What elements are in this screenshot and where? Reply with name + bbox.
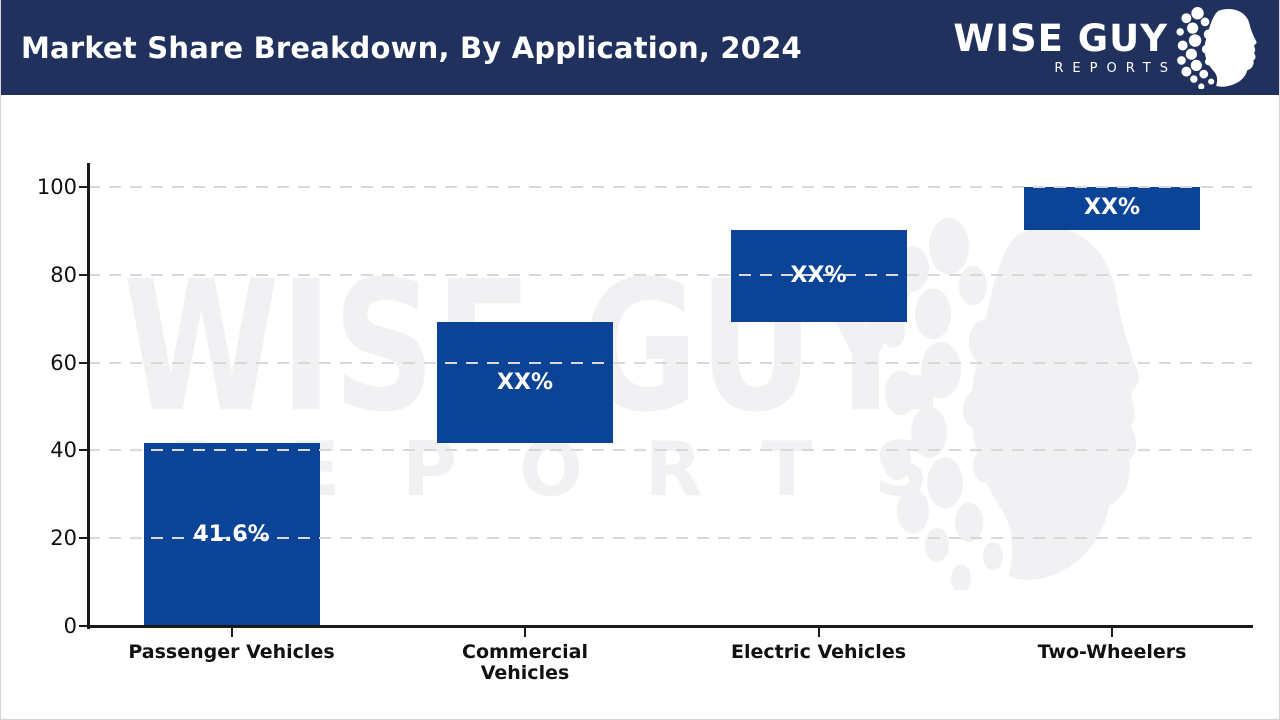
wiseguy-logo-text: WISE GUY REPORTS: [953, 20, 1168, 75]
x-tick-3: [1111, 628, 1113, 637]
y-tick-label-0: 0: [63, 614, 77, 638]
y-tick-80: [79, 273, 88, 276]
gridline-80: [88, 273, 1252, 276]
wiseguy-face-icon: [1174, 7, 1267, 89]
x-tick-2: [817, 628, 820, 637]
gridline-60: [88, 361, 1252, 364]
bar-label-1: XX%: [497, 369, 553, 395]
gridline-40: [88, 449, 1252, 452]
y-tick-20: [79, 537, 88, 540]
y-tick-0: [79, 625, 88, 627]
x-category-label-1: Commercial Vehicles: [462, 641, 588, 684]
report-header: Market Share Breakdown, By Application, …: [1, 0, 1279, 95]
y-tick-60: [79, 361, 88, 364]
y-tick-label-20: 20: [50, 526, 77, 551]
bar-label-0: 41.6%: [193, 521, 270, 547]
x-tick-0: [230, 628, 233, 637]
wiseguy-logo: WISE GUY REPORTS: [953, 7, 1267, 89]
x-category-label-3: Two-Wheelers: [1037, 641, 1187, 663]
y-tick-label-40: 40: [50, 438, 77, 463]
y-tick-label-100: 100: [36, 175, 77, 199]
bar-1: [437, 321, 613, 444]
y-tick-100: [79, 186, 88, 188]
gridline-100: [88, 186, 1252, 188]
y-tick-label-80: 80: [50, 262, 77, 287]
x-axis-line: [87, 625, 1253, 628]
x-category-label-2: Electric Vehicles: [730, 641, 907, 663]
logo-wordmark: WISE GUY: [953, 17, 1168, 60]
gridline-20: [88, 537, 1252, 540]
bar-0: [143, 443, 320, 626]
y-tick-40: [79, 449, 88, 452]
page-title: Market Share Breakdown, By Application, …: [21, 30, 802, 65]
y-axis-line: [87, 163, 90, 629]
x-category-label-0: Passenger Vehicles: [128, 641, 335, 663]
bar-label-2: XX%: [790, 262, 847, 288]
x-tick-1: [524, 628, 526, 637]
logo-subtitle: REPORTS: [1054, 61, 1177, 76]
bar-3: [1024, 187, 1200, 230]
y-tick-label-60: 60: [50, 350, 77, 375]
bar-label-3: XX%: [1084, 195, 1140, 221]
